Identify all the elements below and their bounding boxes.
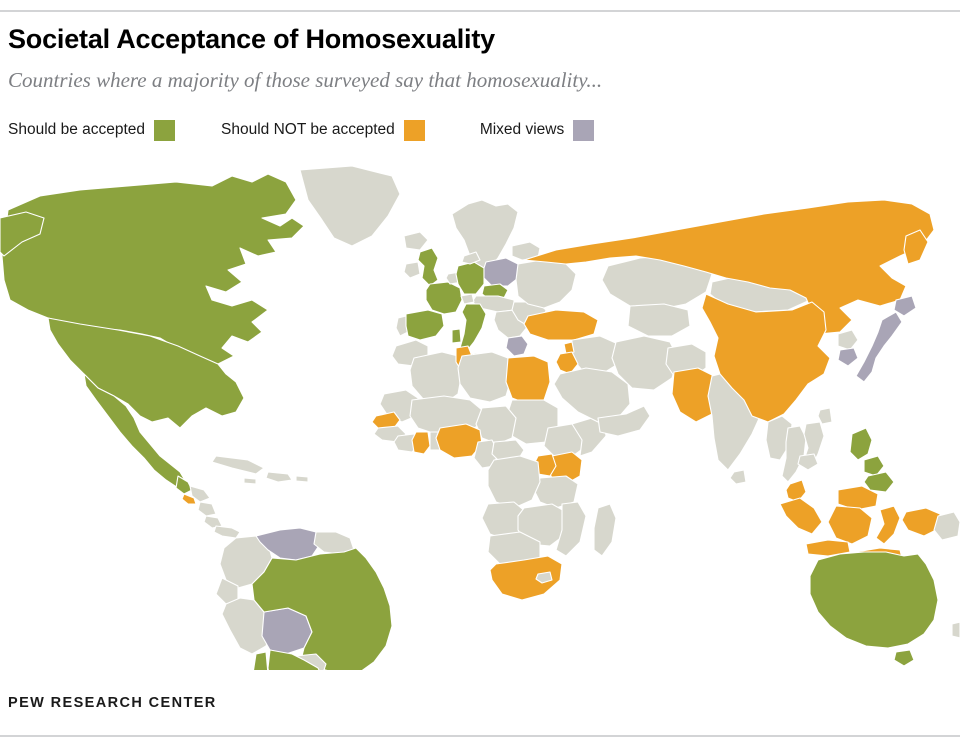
bottom-divider (0, 735, 960, 737)
country-papua-new-guinea (933, 511, 960, 541)
country-jamaica (243, 477, 257, 485)
legend-label-mixed: Mixed views (479, 121, 565, 139)
country-iran (611, 335, 679, 391)
legend-label-accepted: Should be accepted (8, 121, 146, 139)
country-ghana (411, 431, 431, 455)
country-brazil (251, 547, 393, 670)
country-zambia-zimbabwe (517, 503, 567, 547)
country-sardinia (451, 328, 462, 344)
country-lesotho (535, 571, 553, 584)
page-subtitle: Countries where a majority of those surv… (8, 68, 603, 92)
country-hokkaido (893, 295, 917, 317)
country-cuba (211, 455, 265, 475)
country-el-salvador (181, 493, 197, 505)
country-ukraine-belarus (515, 259, 577, 309)
country-italy (459, 303, 487, 353)
legend-label-not-accepted: Should NOT be accepted (221, 121, 395, 139)
country-guatemala (175, 475, 193, 495)
country-switzerland (460, 293, 475, 305)
country-canada (1, 173, 305, 365)
country-mozambique (555, 501, 587, 557)
country-united-kingdom (417, 247, 439, 287)
country-panama (213, 525, 241, 539)
country-senegal (371, 411, 401, 429)
country-honduras (189, 485, 211, 503)
country-chad (475, 405, 517, 445)
legend-item-mixed: Mixed views (479, 119, 595, 141)
country-portugal (395, 315, 409, 337)
top-divider (0, 10, 960, 12)
country-egypt (505, 355, 551, 405)
country-libya (457, 351, 513, 403)
country-sri-lanka (729, 469, 747, 485)
country-lebanon (563, 341, 575, 355)
country-denmark (461, 251, 481, 265)
country-indonesia-java (805, 539, 851, 557)
country-philippines-visayas (863, 455, 885, 477)
country-chile (252, 651, 269, 670)
country-greece (505, 335, 529, 357)
country-greenland (299, 165, 401, 247)
legend-swatch-not-accepted (403, 119, 425, 141)
country-algeria (409, 351, 463, 405)
country-indonesia-sulawesi (875, 505, 901, 545)
country-syria-iraq (569, 335, 619, 375)
country-cambodia (797, 453, 819, 471)
country-malaysia-borneo (837, 485, 879, 511)
country-hispaniola (265, 471, 293, 483)
country-drc (487, 455, 541, 509)
country-iceland (403, 231, 429, 251)
legend-item-accepted: Should be accepted (8, 119, 176, 141)
country-spain (405, 309, 445, 341)
country-south-korea (837, 347, 859, 367)
country-south-africa (489, 555, 563, 601)
country-saudi-arabia (553, 367, 631, 423)
country-nigeria (435, 423, 483, 459)
country-japan (855, 311, 903, 383)
country-indonesia-papua (901, 507, 941, 537)
legend-swatch-mixed (573, 119, 595, 141)
country-norway-sweden-finland (451, 199, 519, 271)
country-north-korea (837, 329, 859, 351)
country-australia (809, 551, 939, 649)
country-yemen-oman (597, 405, 651, 437)
country-ireland (403, 261, 421, 279)
country-china (701, 293, 831, 423)
map-svg (0, 165, 960, 670)
country-argentina (267, 649, 320, 670)
country-tasmania (893, 649, 915, 667)
country-puerto-rico (295, 475, 309, 483)
country-philippines-luzon (849, 427, 873, 461)
legend: Should be accepted Should NOT be accepte… (8, 116, 595, 144)
country-alaska (0, 211, 45, 257)
country-philippines-mindanao (863, 471, 895, 493)
country-france (425, 281, 463, 315)
country-poland (483, 257, 519, 287)
page-title: Societal Acceptance of Homosexuality (8, 24, 495, 54)
legend-item-not-accepted: Should NOT be accepted (221, 119, 425, 141)
legend-swatch-accepted (154, 119, 176, 141)
country-peru (221, 597, 273, 655)
country-uzbek-turkmen (627, 303, 691, 337)
country-thailand (781, 425, 807, 483)
country-russia (523, 199, 935, 335)
country-turkey (523, 309, 599, 341)
country-germany (455, 261, 485, 295)
country-madagascar (593, 503, 617, 557)
country-indonesia-sumatra (779, 497, 823, 535)
country-nicaragua (197, 501, 217, 517)
country-kamchatka (903, 229, 929, 265)
country-new-zealand (951, 621, 960, 639)
source-attribution: PEW RESEARCH CENTER (8, 695, 217, 711)
country-taiwan (817, 407, 833, 425)
world-choropleth-map (0, 160, 960, 670)
country-indonesia-kalimantan (827, 505, 873, 545)
